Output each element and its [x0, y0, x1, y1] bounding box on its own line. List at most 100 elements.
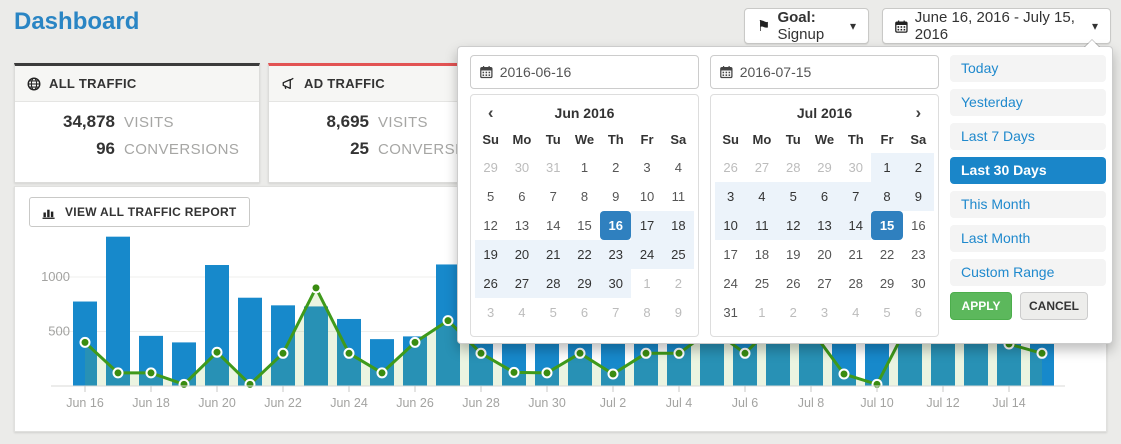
day-cell[interactable]: 1: [758, 305, 766, 320]
day-cell[interactable]: 25: [754, 276, 770, 291]
day-cell[interactable]: 13: [514, 218, 530, 233]
day-cell[interactable]: 14: [840, 211, 872, 240]
end-date-field[interactable]: [710, 55, 939, 89]
day-cell[interactable]: 9: [902, 182, 934, 211]
day-cell[interactable]: 23: [911, 247, 926, 262]
day-cell[interactable]: 10: [715, 211, 747, 240]
day-cell[interactable]: 4: [518, 305, 526, 320]
day-cell[interactable]: 16: [600, 211, 632, 240]
day-cell[interactable]: 2: [902, 153, 934, 182]
day-cell[interactable]: 30: [514, 160, 530, 175]
cancel-button[interactable]: CANCEL: [1020, 292, 1088, 320]
day-cell[interactable]: 27: [817, 276, 832, 291]
day-cell[interactable]: 3: [715, 182, 747, 211]
day-cell[interactable]: 29: [879, 276, 895, 291]
day-cell[interactable]: 28: [785, 160, 801, 175]
view-all-traffic-report-button[interactable]: VIEW ALL TRAFFIC REPORT: [29, 197, 250, 227]
preset-today[interactable]: Today: [950, 55, 1106, 82]
day-cell[interactable]: 7: [612, 305, 620, 320]
day-cell[interactable]: 22: [879, 247, 895, 262]
preset-last-30-days[interactable]: Last 30 Days: [950, 157, 1106, 184]
day-cell[interactable]: 8: [580, 189, 589, 204]
day-cell[interactable]: 31: [723, 305, 738, 320]
day-cell[interactable]: 1: [580, 160, 589, 175]
day-cell[interactable]: 20: [506, 240, 538, 269]
day-cell[interactable]: 29: [817, 160, 832, 175]
preset-last-7-days[interactable]: Last 7 Days: [950, 123, 1106, 150]
day-cell[interactable]: 6: [580, 305, 589, 320]
goal-selector-button[interactable]: ⚑ Goal: Signup ▾: [744, 8, 869, 44]
day-cell[interactable]: 20: [817, 247, 832, 262]
day-cell[interactable]: 27: [754, 160, 770, 175]
day-cell[interactable]: 3: [820, 305, 829, 320]
day-cell[interactable]: 30: [911, 276, 926, 291]
day-cell[interactable]: 21: [848, 247, 863, 262]
prev-month-icon[interactable]: ‹: [487, 103, 494, 122]
day-cell[interactable]: 16: [911, 218, 926, 233]
day-cell[interactable]: 4: [674, 160, 682, 175]
day-cell[interactable]: 17: [723, 247, 738, 262]
start-date-field[interactable]: [470, 55, 699, 89]
day-cell[interactable]: 26: [785, 276, 801, 291]
day-cell[interactable]: 26: [475, 269, 507, 298]
day-cell[interactable]: 8: [643, 305, 651, 320]
day-cell[interactable]: 11: [671, 189, 686, 204]
day-cell[interactable]: 19: [785, 247, 801, 262]
day-cell[interactable]: 23: [600, 240, 632, 269]
preset-this-month[interactable]: This Month: [950, 191, 1106, 218]
day-cell[interactable]: 22: [568, 240, 601, 269]
day-cell[interactable]: 7: [840, 182, 872, 211]
day-cell[interactable]: 13: [808, 211, 841, 240]
day-cell[interactable]: 5: [883, 305, 891, 320]
day-cell[interactable]: 15: [577, 218, 592, 233]
day-cell[interactable]: 14: [545, 218, 561, 233]
day-cell[interactable]: 9: [674, 305, 682, 320]
day-cell[interactable]: 2: [789, 305, 797, 320]
day-cell[interactable]: 10: [639, 189, 655, 204]
day-cell[interactable]: 30: [848, 160, 863, 175]
day-cell[interactable]: 26: [723, 160, 738, 175]
day-cell[interactable]: 2: [612, 160, 620, 175]
day-cell[interactable]: 28: [537, 269, 569, 298]
day-cell[interactable]: 3: [487, 305, 495, 320]
day-cell[interactable]: 5: [549, 305, 557, 320]
day-cell[interactable]: 15: [871, 211, 903, 240]
day-cell[interactable]: 8: [871, 182, 903, 211]
day-cell[interactable]: 2: [674, 276, 682, 291]
day-cell[interactable]: 25: [662, 240, 694, 269]
day-cell[interactable]: 29: [568, 269, 601, 298]
day-cell[interactable]: 29: [483, 160, 498, 175]
start-date-input[interactable]: [499, 64, 689, 80]
day-cell[interactable]: 27: [506, 269, 538, 298]
day-cell[interactable]: 6: [914, 305, 922, 320]
day-cell[interactable]: 18: [754, 247, 770, 262]
day-cell[interactable]: 19: [475, 240, 507, 269]
day-cell[interactable]: 4: [746, 182, 778, 211]
day-cell[interactable]: 24: [723, 276, 738, 291]
next-month-icon[interactable]: ›: [915, 103, 922, 122]
day-cell[interactable]: 1: [871, 153, 903, 182]
day-cell[interactable]: 17: [631, 211, 663, 240]
preset-yesterday[interactable]: Yesterday: [950, 89, 1106, 116]
day-cell[interactable]: 11: [746, 211, 778, 240]
date-range-button[interactable]: June 16, 2016 - July 15, 2016 ▾: [882, 8, 1111, 44]
day-cell[interactable]: 24: [631, 240, 663, 269]
day-cell[interactable]: 6: [518, 189, 526, 204]
day-cell[interactable]: 1: [643, 276, 651, 291]
day-cell[interactable]: 18: [662, 211, 694, 240]
day-cell[interactable]: 6: [808, 182, 841, 211]
day-cell[interactable]: 21: [537, 240, 569, 269]
day-cell[interactable]: 4: [852, 305, 860, 320]
day-cell[interactable]: 12: [483, 218, 498, 233]
day-cell[interactable]: 12: [777, 211, 809, 240]
day-cell[interactable]: 7: [549, 189, 557, 204]
preset-last-month[interactable]: Last Month: [950, 225, 1106, 252]
day-cell[interactable]: 5: [777, 182, 809, 211]
day-cell[interactable]: 9: [612, 189, 620, 204]
day-cell[interactable]: 28: [848, 276, 863, 291]
day-cell[interactable]: 30: [600, 269, 632, 298]
day-cell[interactable]: 31: [545, 160, 561, 175]
apply-button[interactable]: APPLY: [950, 292, 1012, 320]
day-cell[interactable]: 3: [643, 160, 651, 175]
day-cell[interactable]: 5: [487, 189, 495, 204]
